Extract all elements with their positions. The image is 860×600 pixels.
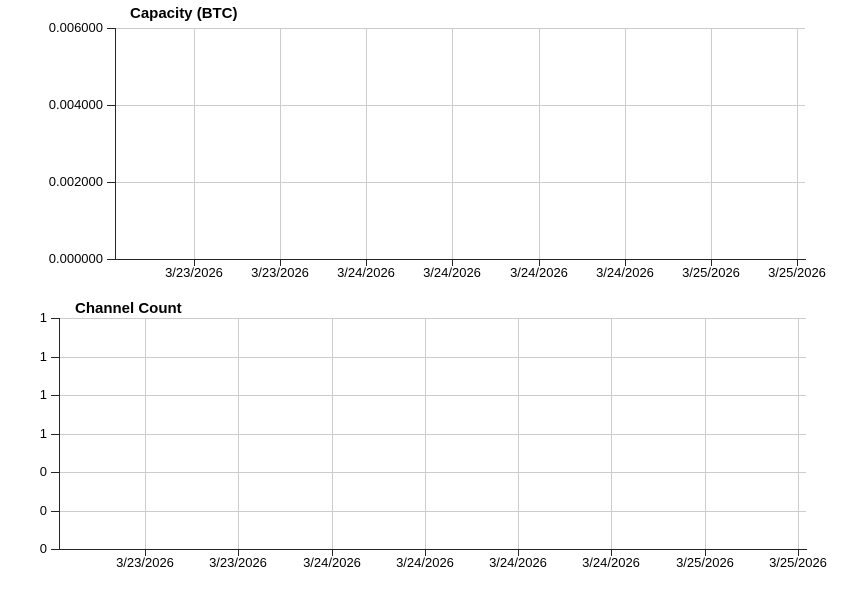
y-tick-label: 1 [39, 310, 47, 325]
h-gridline [59, 357, 806, 358]
channel-count-chart-title: Channel Count [75, 300, 182, 317]
h-gridline [59, 395, 806, 396]
x-tick-mark [145, 550, 146, 556]
x-tick-label: 3/24/2026 [510, 265, 568, 280]
x-tick-label: 3/24/2026 [423, 265, 481, 280]
h-gridline [59, 318, 806, 319]
plot-area [59, 318, 807, 550]
h-gridline [59, 511, 806, 512]
x-tick-mark [280, 260, 281, 266]
x-tick-label: 3/25/2026 [676, 555, 734, 570]
plot-area [115, 28, 806, 260]
x-tick-label: 3/23/2026 [251, 265, 309, 280]
v-gridline [425, 318, 426, 549]
x-tick-mark [539, 260, 540, 266]
y-tick-label: 0 [39, 503, 47, 518]
y-tick-label: 1 [39, 426, 47, 441]
y-tick-label: 0 [39, 464, 47, 479]
x-tick-mark [366, 260, 367, 266]
y-tick-label: 1 [39, 387, 47, 402]
x-tick-mark [625, 260, 626, 266]
x-tick-label: 3/23/2026 [116, 555, 174, 570]
v-gridline [625, 28, 626, 259]
x-tick-label: 3/25/2026 [769, 555, 827, 570]
h-gridline [115, 28, 805, 29]
y-tick-mark [107, 182, 115, 183]
x-tick-label: 3/24/2026 [582, 555, 640, 570]
y-tick-mark [51, 472, 59, 473]
y-tick-mark [51, 318, 59, 319]
y-tick-mark [51, 434, 59, 435]
y-tick-mark [107, 259, 115, 260]
v-gridline [611, 318, 612, 549]
v-gridline [539, 28, 540, 259]
x-tick-label: 3/25/2026 [768, 265, 826, 280]
y-tick-label: 0 [39, 541, 47, 556]
y-tick-mark [51, 549, 59, 550]
x-tick-mark [425, 550, 426, 556]
y-tick-label: 0.000000 [48, 251, 103, 266]
x-tick-label: 3/23/2026 [209, 555, 267, 570]
y-tick-label: 1 [39, 349, 47, 364]
x-tick-mark [452, 260, 453, 266]
v-gridline [332, 318, 333, 549]
h-gridline [59, 434, 806, 435]
y-tick-mark [51, 395, 59, 396]
x-tick-mark [711, 260, 712, 266]
x-tick-label: 3/24/2026 [396, 555, 454, 570]
x-tick-mark [518, 550, 519, 556]
v-gridline [518, 318, 519, 549]
x-tick-label: 3/25/2026 [682, 265, 740, 280]
v-gridline [194, 28, 195, 259]
y-tick-label: 0.004000 [48, 97, 103, 112]
h-gridline [59, 472, 806, 473]
x-tick-mark [705, 550, 706, 556]
v-gridline [280, 28, 281, 259]
v-gridline [238, 318, 239, 549]
y-tick-mark [107, 28, 115, 29]
y-tick-label: 0.006000 [48, 20, 103, 35]
v-gridline [798, 318, 799, 549]
v-gridline [145, 318, 146, 549]
capacity-chart-title: Capacity (BTC) [130, 5, 238, 22]
x-tick-mark [194, 260, 195, 266]
x-tick-mark [611, 550, 612, 556]
x-tick-label: 3/24/2026 [303, 555, 361, 570]
h-gridline [115, 182, 805, 183]
v-gridline [797, 28, 798, 259]
y-tick-label: 0.002000 [48, 174, 103, 189]
x-tick-label: 3/23/2026 [165, 265, 223, 280]
y-tick-mark [51, 511, 59, 512]
x-tick-label: 3/24/2026 [337, 265, 395, 280]
v-gridline [705, 318, 706, 549]
v-gridline [711, 28, 712, 259]
v-gridline [366, 28, 367, 259]
x-tick-label: 3/24/2026 [596, 265, 654, 280]
x-tick-mark [798, 550, 799, 556]
v-gridline [452, 28, 453, 259]
x-tick-mark [332, 550, 333, 556]
x-tick-mark [238, 550, 239, 556]
x-tick-mark [797, 260, 798, 266]
x-tick-label: 3/24/2026 [489, 555, 547, 570]
y-tick-mark [107, 105, 115, 106]
h-gridline [115, 105, 805, 106]
y-tick-mark [51, 357, 59, 358]
